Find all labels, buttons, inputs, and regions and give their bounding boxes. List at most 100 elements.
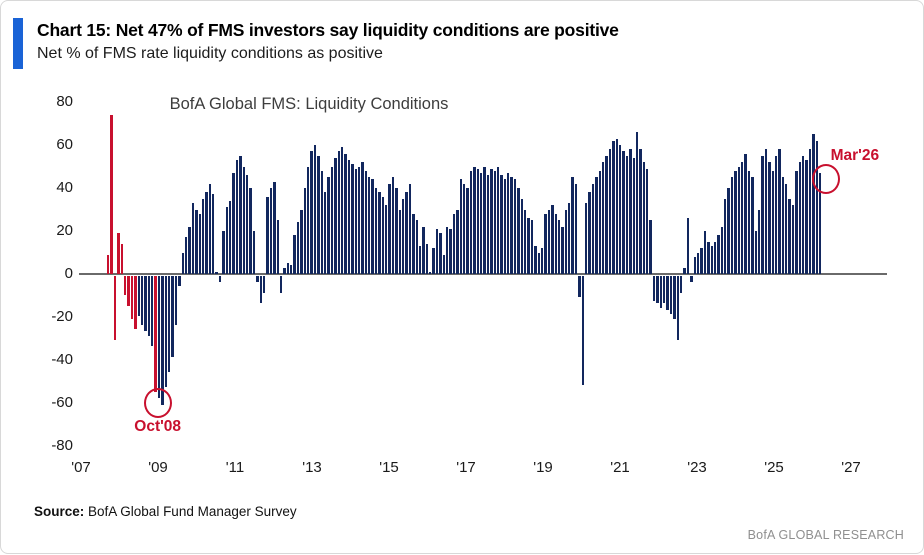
bar — [585, 203, 588, 274]
zero-axis-line — [79, 273, 887, 275]
annotation-circle-oct08 — [143, 387, 172, 418]
bar — [259, 275, 262, 304]
bar — [452, 213, 456, 274]
bar — [646, 168, 649, 274]
bar — [296, 222, 300, 274]
bar — [262, 275, 266, 293]
bar — [815, 140, 818, 274]
bar — [703, 231, 707, 274]
bar — [496, 166, 500, 274]
bar — [517, 188, 520, 274]
bar — [608, 149, 612, 274]
bar — [764, 149, 768, 274]
bar — [612, 140, 615, 274]
bar — [361, 162, 364, 274]
bar — [754, 231, 757, 274]
bar — [235, 160, 239, 274]
bar — [300, 209, 303, 274]
bar — [266, 196, 269, 274]
bar — [574, 183, 578, 274]
bar — [551, 205, 554, 274]
bar — [269, 188, 273, 274]
bar — [323, 192, 327, 274]
bar — [598, 170, 601, 274]
y-axis-label: -40 — [51, 351, 73, 368]
bar — [368, 177, 371, 274]
x-axis-label: '21 — [610, 459, 630, 476]
bar — [571, 177, 574, 274]
bar — [483, 166, 486, 274]
bar — [442, 254, 446, 274]
y-axis-label: 80 — [56, 93, 73, 110]
bar — [791, 205, 795, 274]
bar — [527, 218, 530, 274]
bar — [422, 226, 425, 274]
bar — [446, 226, 449, 274]
bar — [432, 248, 435, 274]
bar — [229, 200, 232, 274]
bar — [751, 177, 754, 274]
bar — [191, 203, 195, 274]
bar — [774, 155, 778, 274]
bar — [649, 220, 652, 274]
bar — [242, 166, 245, 274]
bar — [802, 155, 805, 274]
bar — [201, 198, 205, 274]
bar — [151, 275, 154, 347]
bar — [540, 248, 544, 274]
bar — [286, 263, 290, 274]
x-axis-label: '27 — [841, 459, 861, 476]
bar — [622, 151, 625, 274]
bar — [544, 213, 547, 274]
source-line: Source: BofA Global Fund Manager Survey — [34, 504, 297, 519]
bar — [741, 162, 744, 274]
bar — [320, 170, 323, 274]
bar — [212, 194, 215, 274]
bar — [140, 275, 144, 325]
bar — [588, 192, 591, 274]
bar — [554, 213, 557, 274]
bar — [334, 157, 337, 274]
bar — [435, 228, 439, 274]
bar — [225, 207, 229, 274]
bar — [510, 177, 513, 274]
bar — [351, 164, 354, 274]
bar — [327, 177, 330, 274]
bar — [293, 235, 296, 274]
bar — [673, 275, 676, 319]
y-axis-label: 20 — [56, 222, 73, 239]
bar — [469, 170, 473, 274]
bar — [669, 275, 673, 315]
bar — [795, 170, 798, 274]
bar — [130, 275, 134, 319]
bar — [534, 246, 537, 274]
bar — [239, 155, 242, 274]
page-subtitle: Net % of FMS rate liquidity conditions a… — [37, 45, 383, 62]
bar — [113, 275, 117, 340]
bar — [778, 149, 781, 274]
bar — [198, 213, 201, 274]
bar — [171, 275, 174, 358]
bar — [578, 275, 581, 297]
bar — [395, 188, 398, 274]
bar — [500, 175, 503, 274]
y-axis-label: 60 — [56, 136, 73, 153]
bar — [727, 188, 730, 274]
bar — [317, 155, 320, 274]
bar — [744, 153, 747, 274]
bar — [110, 114, 113, 274]
bar — [307, 166, 310, 274]
bar — [371, 179, 374, 274]
x-axis-label: '11 — [225, 459, 245, 476]
bar — [757, 209, 761, 274]
bar — [246, 175, 249, 274]
bar — [195, 209, 198, 274]
bar — [602, 162, 605, 274]
bar — [713, 241, 717, 274]
bar — [717, 235, 720, 274]
bar — [364, 170, 368, 274]
bar — [513, 179, 517, 274]
bar — [449, 228, 452, 274]
bar — [425, 243, 429, 274]
